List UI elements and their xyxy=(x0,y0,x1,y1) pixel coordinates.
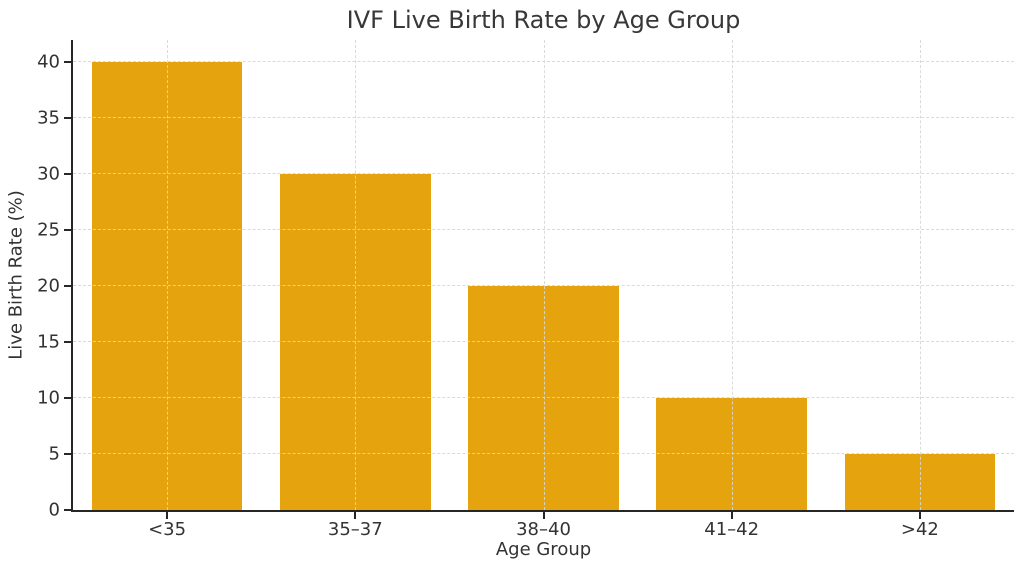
x-tick-label: >42 xyxy=(900,519,939,540)
chart-title: IVF Live Birth Rate by Age Group xyxy=(346,6,741,34)
y-tick-mark xyxy=(64,117,71,120)
v-gridline xyxy=(167,40,169,510)
y-tick-mark xyxy=(64,61,71,64)
y-tick-label: 0 xyxy=(48,499,60,521)
v-gridline xyxy=(355,40,357,510)
y-axis-title: Live Birth Rate (%) xyxy=(5,190,27,360)
y-tick-mark xyxy=(64,285,71,288)
x-tick-mark xyxy=(166,512,169,519)
y-tick-label: 30 xyxy=(37,163,60,185)
y-tick-mark xyxy=(64,173,71,176)
y-tick-label: 35 xyxy=(37,107,60,129)
y-tick-mark xyxy=(64,509,71,511)
x-tick-label: 35–37 xyxy=(327,519,383,540)
x-axis-spine xyxy=(71,510,1014,512)
v-gridline xyxy=(543,40,545,510)
y-tick-mark xyxy=(64,453,71,456)
y-tick-label: 20 xyxy=(37,275,60,297)
plot-area: 0 5 10 15 20 25 30 35 40 <35 35–37 38–40 41–42 >42 xyxy=(37,40,1014,540)
x-tick-label: 41–42 xyxy=(704,519,760,540)
y-tick-mark xyxy=(64,229,71,232)
y-tick-label: 15 xyxy=(37,331,60,353)
y-tick-label: 5 xyxy=(48,443,60,465)
x-tick-mark xyxy=(542,512,545,519)
y-tick-label: 40 xyxy=(37,51,60,73)
x-tick-label: <35 xyxy=(148,519,187,540)
y-tick-mark xyxy=(64,341,71,344)
bar xyxy=(844,454,996,510)
x-tick-mark xyxy=(730,512,733,519)
y-tick-label: 25 xyxy=(37,219,60,241)
x-tick-mark xyxy=(354,512,357,519)
y-tick-mark xyxy=(64,397,71,400)
x-tick-mark xyxy=(918,512,921,519)
y-axis-spine xyxy=(71,40,73,512)
v-gridline xyxy=(731,40,733,510)
v-gridline xyxy=(919,40,921,510)
x-tick-label: 38–40 xyxy=(516,519,571,540)
x-axis-title: Age Group xyxy=(495,539,592,560)
y-tick-label: 10 xyxy=(37,387,60,409)
